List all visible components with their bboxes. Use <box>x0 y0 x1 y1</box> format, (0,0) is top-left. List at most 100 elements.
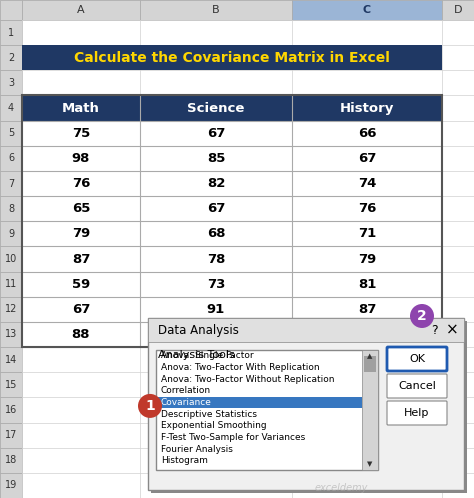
Bar <box>0 196 22 221</box>
Text: 8: 8 <box>8 204 14 214</box>
Text: 71: 71 <box>358 228 376 241</box>
Text: ×: × <box>446 323 458 338</box>
Text: 6: 6 <box>8 153 14 163</box>
Text: OK: OK <box>409 354 425 364</box>
Bar <box>140 171 292 196</box>
Bar <box>0 121 22 146</box>
Bar <box>22 146 140 171</box>
Bar <box>0 70 22 96</box>
Bar <box>442 0 474 20</box>
Text: Analysis Tools: Analysis Tools <box>158 350 235 360</box>
Text: 14: 14 <box>5 355 17 365</box>
Bar <box>140 271 292 297</box>
Bar <box>292 146 442 171</box>
Bar <box>0 271 22 297</box>
Text: Covariance: Covariance <box>161 398 212 407</box>
Bar <box>140 322 292 347</box>
Circle shape <box>138 394 162 418</box>
Text: 3: 3 <box>8 78 14 88</box>
Text: 67: 67 <box>207 202 225 215</box>
Bar <box>0 422 22 448</box>
Text: 78: 78 <box>207 252 225 265</box>
Bar <box>140 247 292 271</box>
Bar <box>364 356 376 372</box>
Bar <box>0 20 22 45</box>
Text: B: B <box>212 5 220 15</box>
Bar <box>148 318 464 342</box>
Text: 76: 76 <box>358 202 376 215</box>
Bar <box>0 247 22 271</box>
Circle shape <box>410 304 434 328</box>
Text: 13: 13 <box>5 330 17 340</box>
Bar <box>22 271 140 297</box>
Bar <box>292 196 442 221</box>
Text: 87: 87 <box>358 303 376 316</box>
Text: 76: 76 <box>72 177 90 190</box>
Text: 65: 65 <box>72 202 90 215</box>
Text: ?: ? <box>431 324 438 337</box>
Text: Calculate the Covariance Matrix in Excel: Calculate the Covariance Matrix in Excel <box>74 51 390 65</box>
Text: 82: 82 <box>207 177 225 190</box>
Bar <box>0 221 22 247</box>
Bar <box>151 321 467 493</box>
Bar <box>22 45 442 70</box>
Bar <box>0 473 22 498</box>
Bar <box>292 247 442 271</box>
Bar <box>0 146 22 171</box>
Bar <box>0 171 22 196</box>
Bar <box>292 297 442 322</box>
Bar <box>140 96 292 121</box>
Text: 66: 66 <box>358 126 376 140</box>
Text: 17: 17 <box>5 430 17 440</box>
Bar <box>140 146 292 171</box>
Text: 74: 74 <box>358 177 376 190</box>
Text: 81: 81 <box>358 278 376 291</box>
Bar <box>0 347 22 372</box>
Text: exceldemy: exceldemy <box>315 483 368 493</box>
Bar <box>292 221 442 247</box>
Bar <box>22 0 140 20</box>
Text: 79: 79 <box>72 228 90 241</box>
Text: 91: 91 <box>207 303 225 316</box>
Bar <box>22 221 140 247</box>
Text: 86: 86 <box>358 328 376 341</box>
Text: Descriptive Statistics: Descriptive Statistics <box>161 409 257 419</box>
Bar <box>22 247 140 271</box>
Bar <box>22 96 442 347</box>
Bar <box>292 0 442 20</box>
Bar <box>140 196 292 221</box>
Text: 7: 7 <box>8 178 14 189</box>
Text: Math: Math <box>62 102 100 115</box>
Bar <box>292 322 442 347</box>
Bar <box>0 322 22 347</box>
Bar <box>148 318 464 490</box>
Text: 1: 1 <box>145 399 155 413</box>
Text: 2: 2 <box>417 309 427 323</box>
Text: 88: 88 <box>72 328 90 341</box>
Text: ▲: ▲ <box>367 353 373 359</box>
Text: 87: 87 <box>72 252 90 265</box>
Text: 10: 10 <box>5 254 17 264</box>
Text: Histogram: Histogram <box>161 456 208 465</box>
Bar <box>292 96 442 121</box>
Bar <box>140 0 292 20</box>
Text: 18: 18 <box>5 455 17 465</box>
Bar <box>0 45 22 70</box>
Text: 16: 16 <box>5 405 17 415</box>
Text: Anova: Two-Factor Without Replication: Anova: Two-Factor Without Replication <box>161 374 335 383</box>
Bar <box>22 196 140 221</box>
Text: ▼: ▼ <box>367 461 373 467</box>
Bar <box>140 221 292 247</box>
Bar <box>0 297 22 322</box>
Text: 9: 9 <box>8 229 14 239</box>
Text: 5: 5 <box>8 128 14 138</box>
Text: Anova: Single Factor: Anova: Single Factor <box>161 351 254 361</box>
Text: 67: 67 <box>72 303 90 316</box>
Bar <box>22 121 140 146</box>
Text: 73: 73 <box>207 278 225 291</box>
Text: 4: 4 <box>8 103 14 113</box>
Text: Help: Help <box>404 408 430 418</box>
Text: 94: 94 <box>207 328 225 341</box>
Text: 85: 85 <box>207 152 225 165</box>
Text: 68: 68 <box>207 228 225 241</box>
